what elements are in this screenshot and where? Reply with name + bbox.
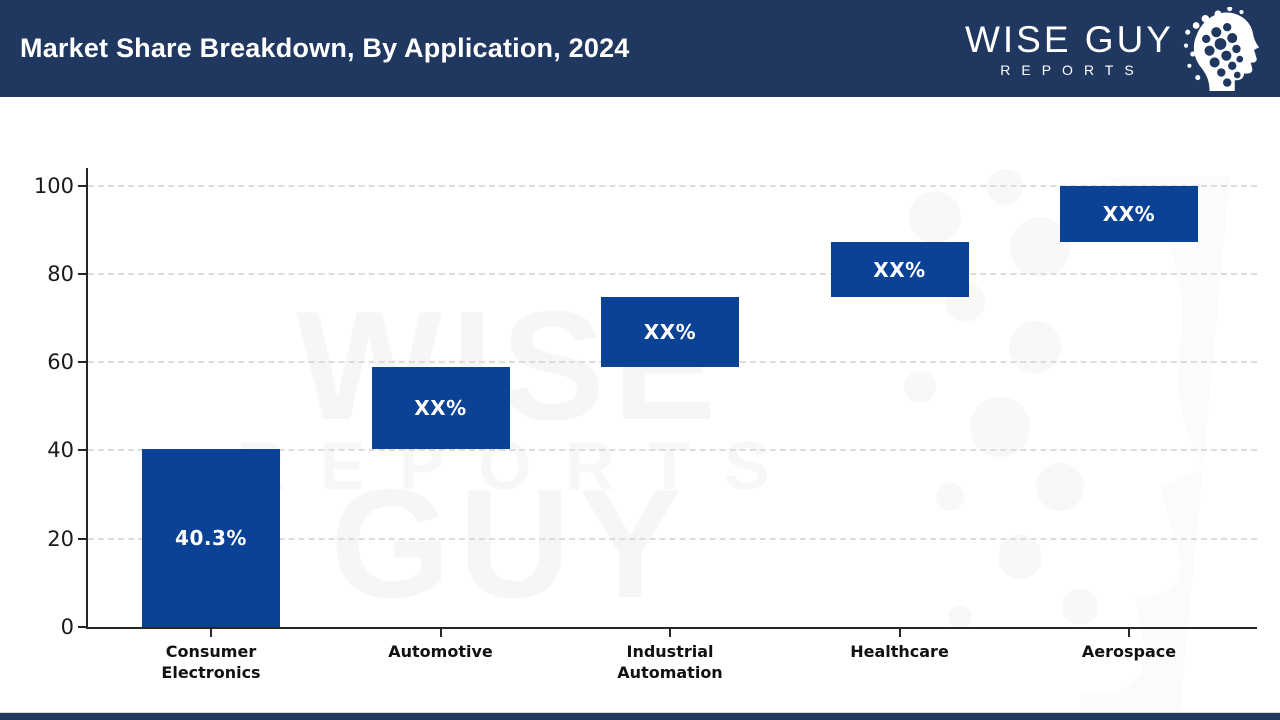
- x-category-label-healthcare: Healthcare: [850, 642, 949, 661]
- chart-plot-area: WISE GUY REPORTS 40.3% XX% XX% XX% XX% 0 20 40 6…: [0, 97, 1280, 713]
- gridline-100: [88, 184, 1257, 187]
- bar-value-label-aerospace: XX%: [1102, 201, 1156, 226]
- y-tickmark-100: [78, 184, 86, 187]
- logo-reports-text: REPORTS: [1000, 61, 1145, 78]
- bar-aerospace: XX%: [1060, 185, 1198, 242]
- y-ticklabel-0: 0: [60, 615, 74, 639]
- y-ticklabel-60: 60: [47, 350, 74, 375]
- footer-bar: [0, 712, 1280, 720]
- page-title: Market Share Breakdown, By Application, …: [20, 33, 630, 63]
- bar-automotive: XX%: [371, 366, 510, 450]
- x-category-label-consumer-electronics: Consumer Electronics: [161, 642, 261, 682]
- bar-consumer-electronics: 40.3%: [142, 449, 280, 627]
- y-tickmark-0: [78, 626, 86, 628]
- logo-face-icon: [1183, 6, 1260, 91]
- x-tickmark-aerospace: [1128, 629, 1130, 637]
- x-axis-line: [86, 627, 1257, 629]
- header-bar: Market Share Breakdown, By Application, …: [0, 0, 1280, 97]
- logo-text: WISE GUY REPORTS: [965, 21, 1174, 77]
- gridline-20: [88, 537, 1257, 540]
- x-tickmark-healthcare: [898, 629, 901, 637]
- gridline-40: [88, 449, 1257, 452]
- y-ticklabel-100: 100: [33, 173, 74, 198]
- bar-value-label-healthcare: XX%: [873, 257, 926, 282]
- y-ticklabel-40: 40: [47, 438, 74, 463]
- wiseguy-logo: WISE GUY REPORTS: [965, 6, 1266, 91]
- x-category-label-industrial-automation: Industrial Automation: [617, 642, 723, 682]
- gridline-80: [88, 272, 1257, 275]
- y-tickmark-60: [78, 361, 86, 364]
- y-axis-line: [86, 167, 88, 629]
- x-category-label-automotive: Automotive: [388, 642, 493, 661]
- y-ticklabel-80: 80: [47, 261, 74, 286]
- x-tickmark-consumer-electronics: [210, 629, 212, 637]
- logo-wiseguy-text: WISE GUY: [964, 18, 1174, 60]
- bar-value-label-consumer-electronics: 40.3%: [175, 526, 247, 551]
- y-tickmark-40: [78, 449, 86, 452]
- bar-industrial-automation: XX%: [601, 297, 739, 367]
- y-tickmark-80: [78, 272, 86, 275]
- bar-value-label-automotive: XX%: [414, 395, 467, 420]
- x-tickmark-industrial-automation: [669, 629, 671, 637]
- x-tickmark-automotive: [439, 629, 442, 637]
- bar-healthcare: XX%: [830, 242, 969, 298]
- bar-value-label-industrial-automation: XX%: [643, 319, 697, 344]
- y-tickmark-20: [78, 537, 86, 540]
- y-ticklabel-20: 20: [47, 526, 74, 551]
- x-category-label-aerospace: Aerospace: [1081, 642, 1177, 661]
